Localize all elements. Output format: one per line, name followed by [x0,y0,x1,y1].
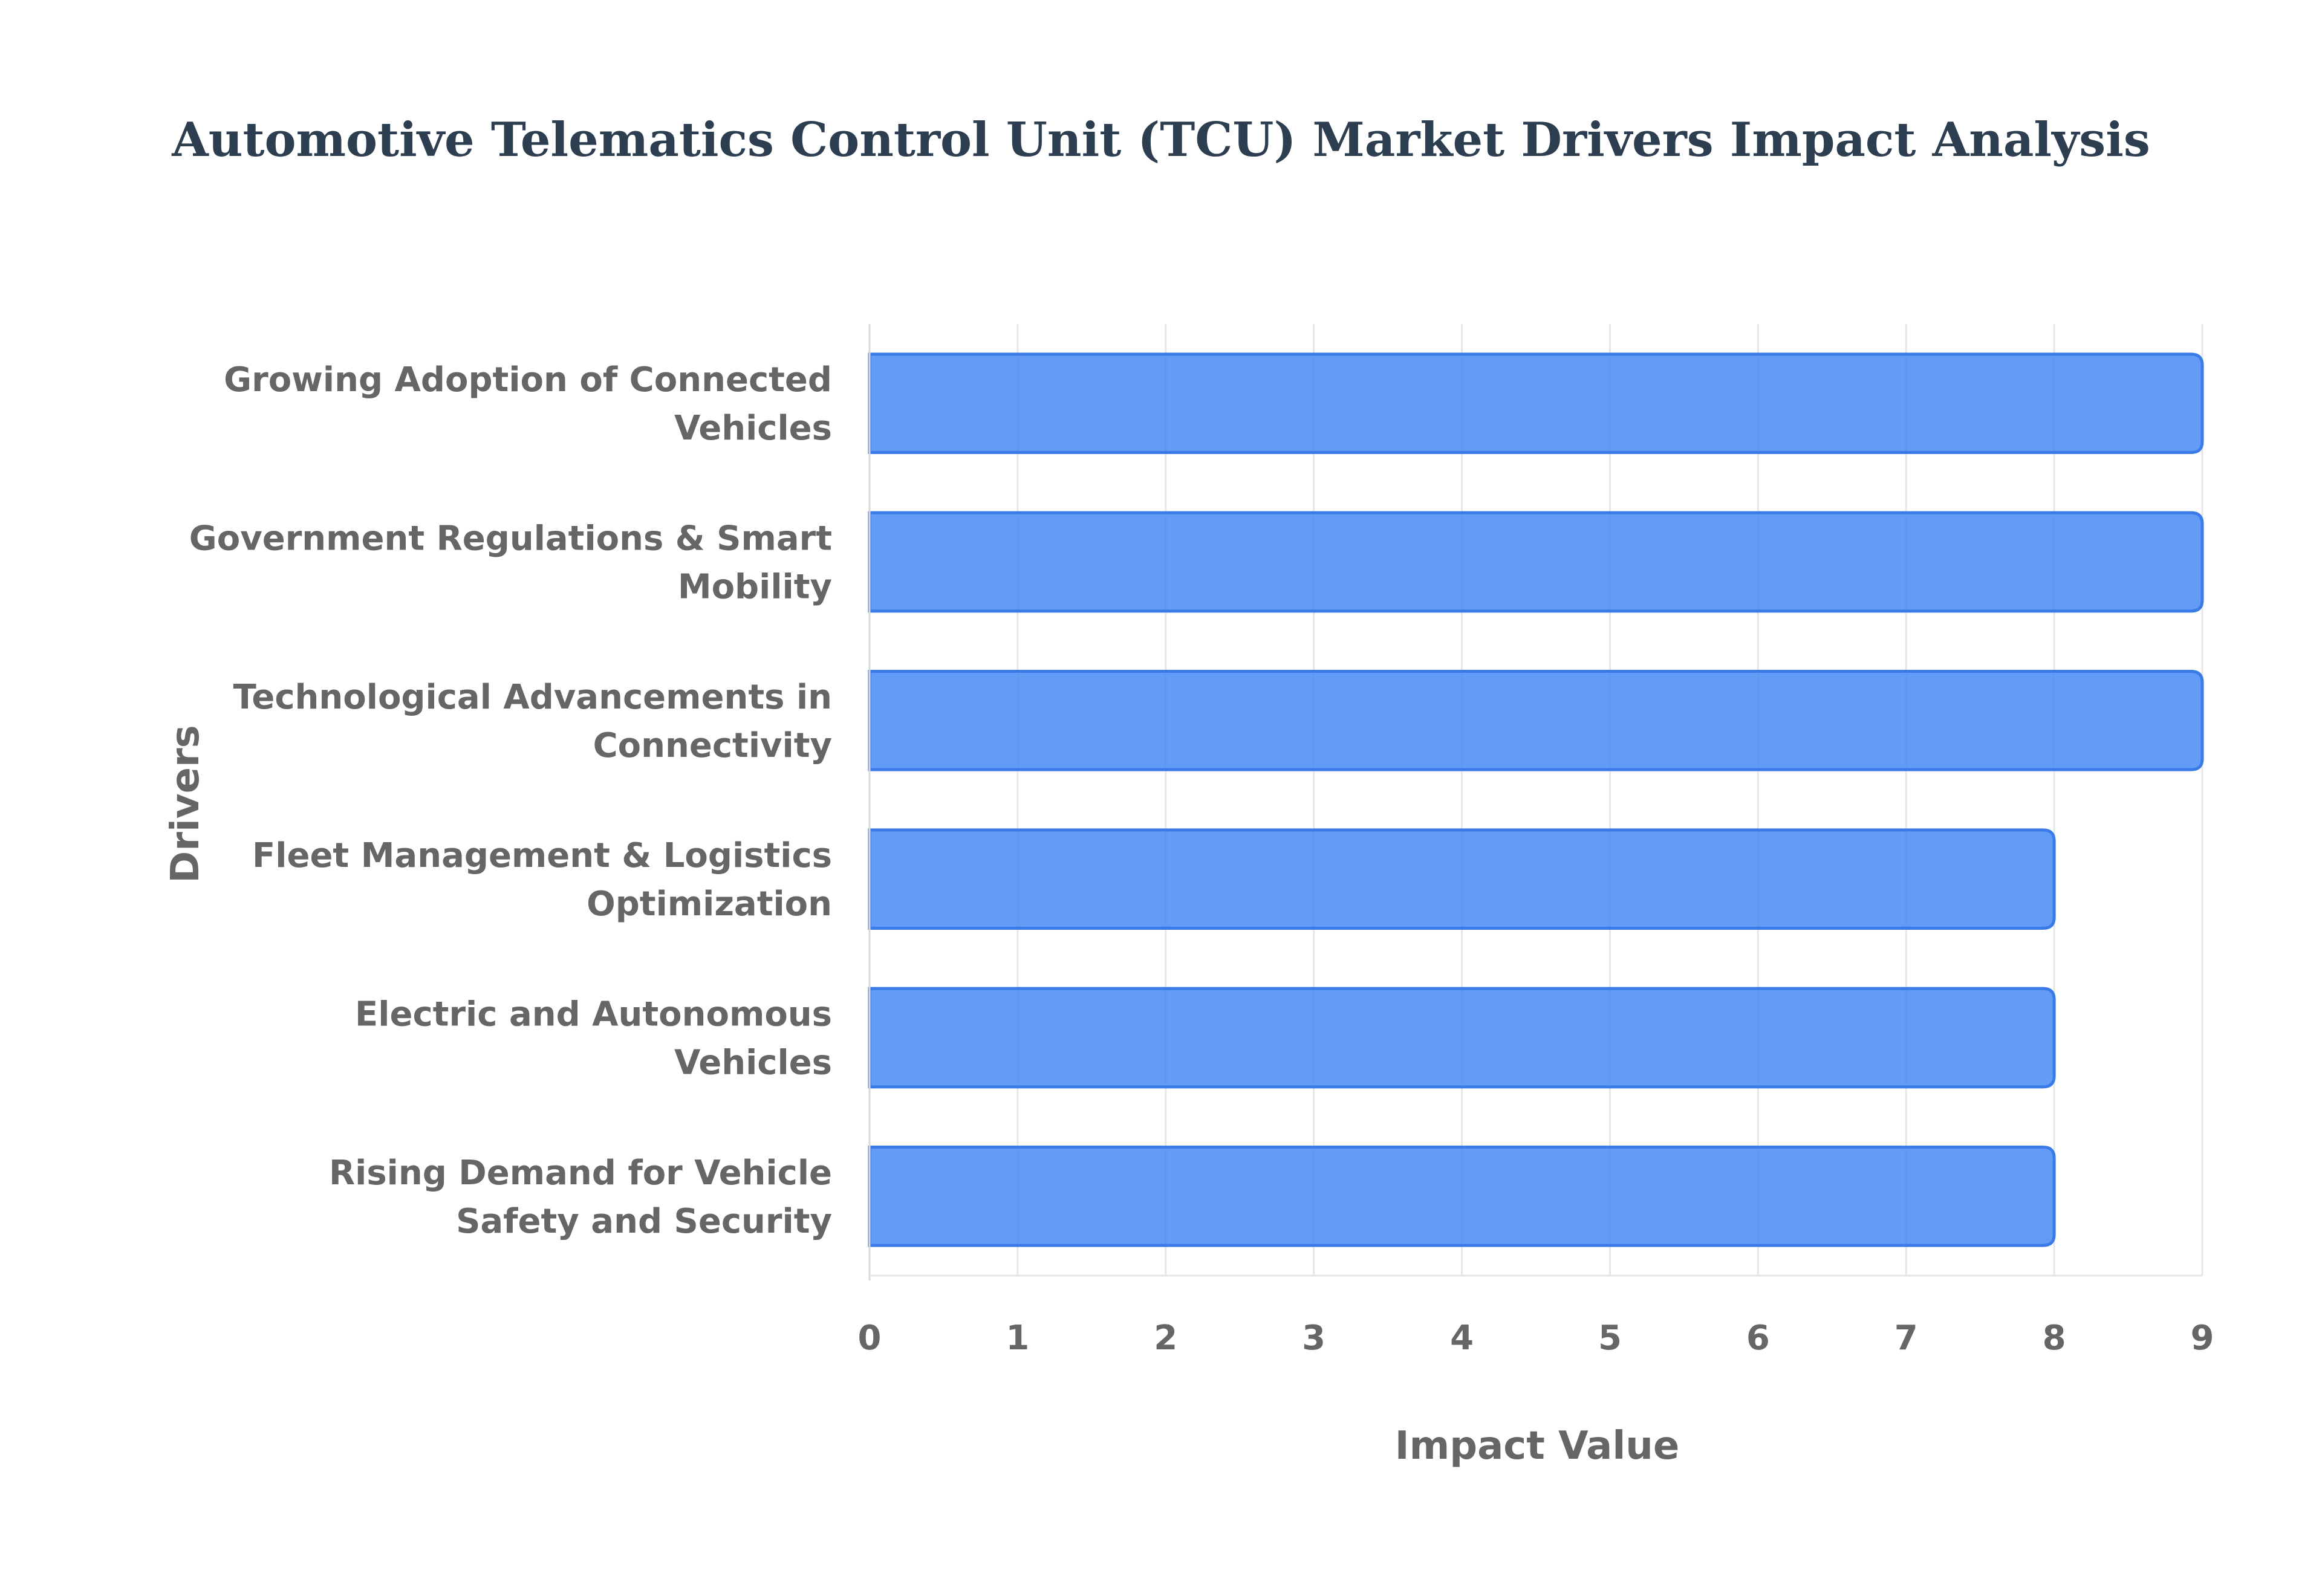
category-label-line: Vehicles [674,1043,832,1083]
x-axis-title: Impact Value [1395,1424,1679,1468]
x-tick-label-4: 4 [1450,1319,1474,1358]
category-label-line: Safety and Security [456,1202,832,1241]
bar-3 [868,670,2204,771]
category-label-1: Growing Adoption of Connected Vehicles [224,360,832,448]
category-label-line: Fleet Management & Logistics [252,836,832,875]
bar-1 [868,352,2204,454]
category-label-line: Connectivity [593,726,832,765]
chart-title: Automotive Telematics Control Unit (TCU)… [171,112,2150,167]
bar-2 [868,511,2204,613]
x-tick-label-8: 8 [2043,1319,2066,1358]
category-labels: Growing Adoption of Connected Vehicles Gov… [189,360,832,1241]
category-label-line: Vehicles [674,409,832,448]
category-label-line: Electric and Autonomous [355,995,832,1034]
x-tick-label-3: 3 [1302,1319,1325,1358]
category-label-5: Electric and Autonomous Vehicles [355,995,832,1083]
x-tick-label-0: 0 [858,1319,882,1358]
axes [868,324,2202,1280]
category-label-3: Technological Advancements in Connectivit… [233,678,832,765]
category-label-line: Optimization [587,884,832,924]
x-tick-labels: 0 1 2 3 4 5 6 7 8 9 [858,1319,2214,1358]
x-tick-label-2: 2 [1154,1319,1177,1358]
x-tick-label-7: 7 [1894,1319,1918,1358]
x-tick-label-5: 5 [1598,1319,1622,1358]
bar-5 [868,987,2056,1089]
category-label-4: Fleet Management & Logistics Optimization [252,836,832,924]
x-tick-label-9: 9 [2191,1319,2214,1358]
category-label-6: Rising Demand for Vehicle Safety and Secu… [329,1153,832,1241]
y-axis-title: Drivers [163,725,208,883]
grid-lines [1016,324,2203,1276]
x-tick-label-1: 1 [1006,1319,1029,1358]
category-label-line: Mobility [678,568,832,607]
category-label-line: Government Regulations & Smart [189,519,832,559]
bar-4 [868,828,2056,930]
category-label-line: Technological Advancements in [233,678,832,717]
category-label-line: Rising Demand for Vehicle [329,1153,832,1193]
category-label-line: Growing Adoption of Connected [224,360,832,400]
category-label-2: Government Regulations & Smart Mobility [189,519,832,607]
x-tick-label-6: 6 [1746,1319,1770,1358]
bar-6 [868,1146,2056,1247]
bars [868,352,2204,1247]
